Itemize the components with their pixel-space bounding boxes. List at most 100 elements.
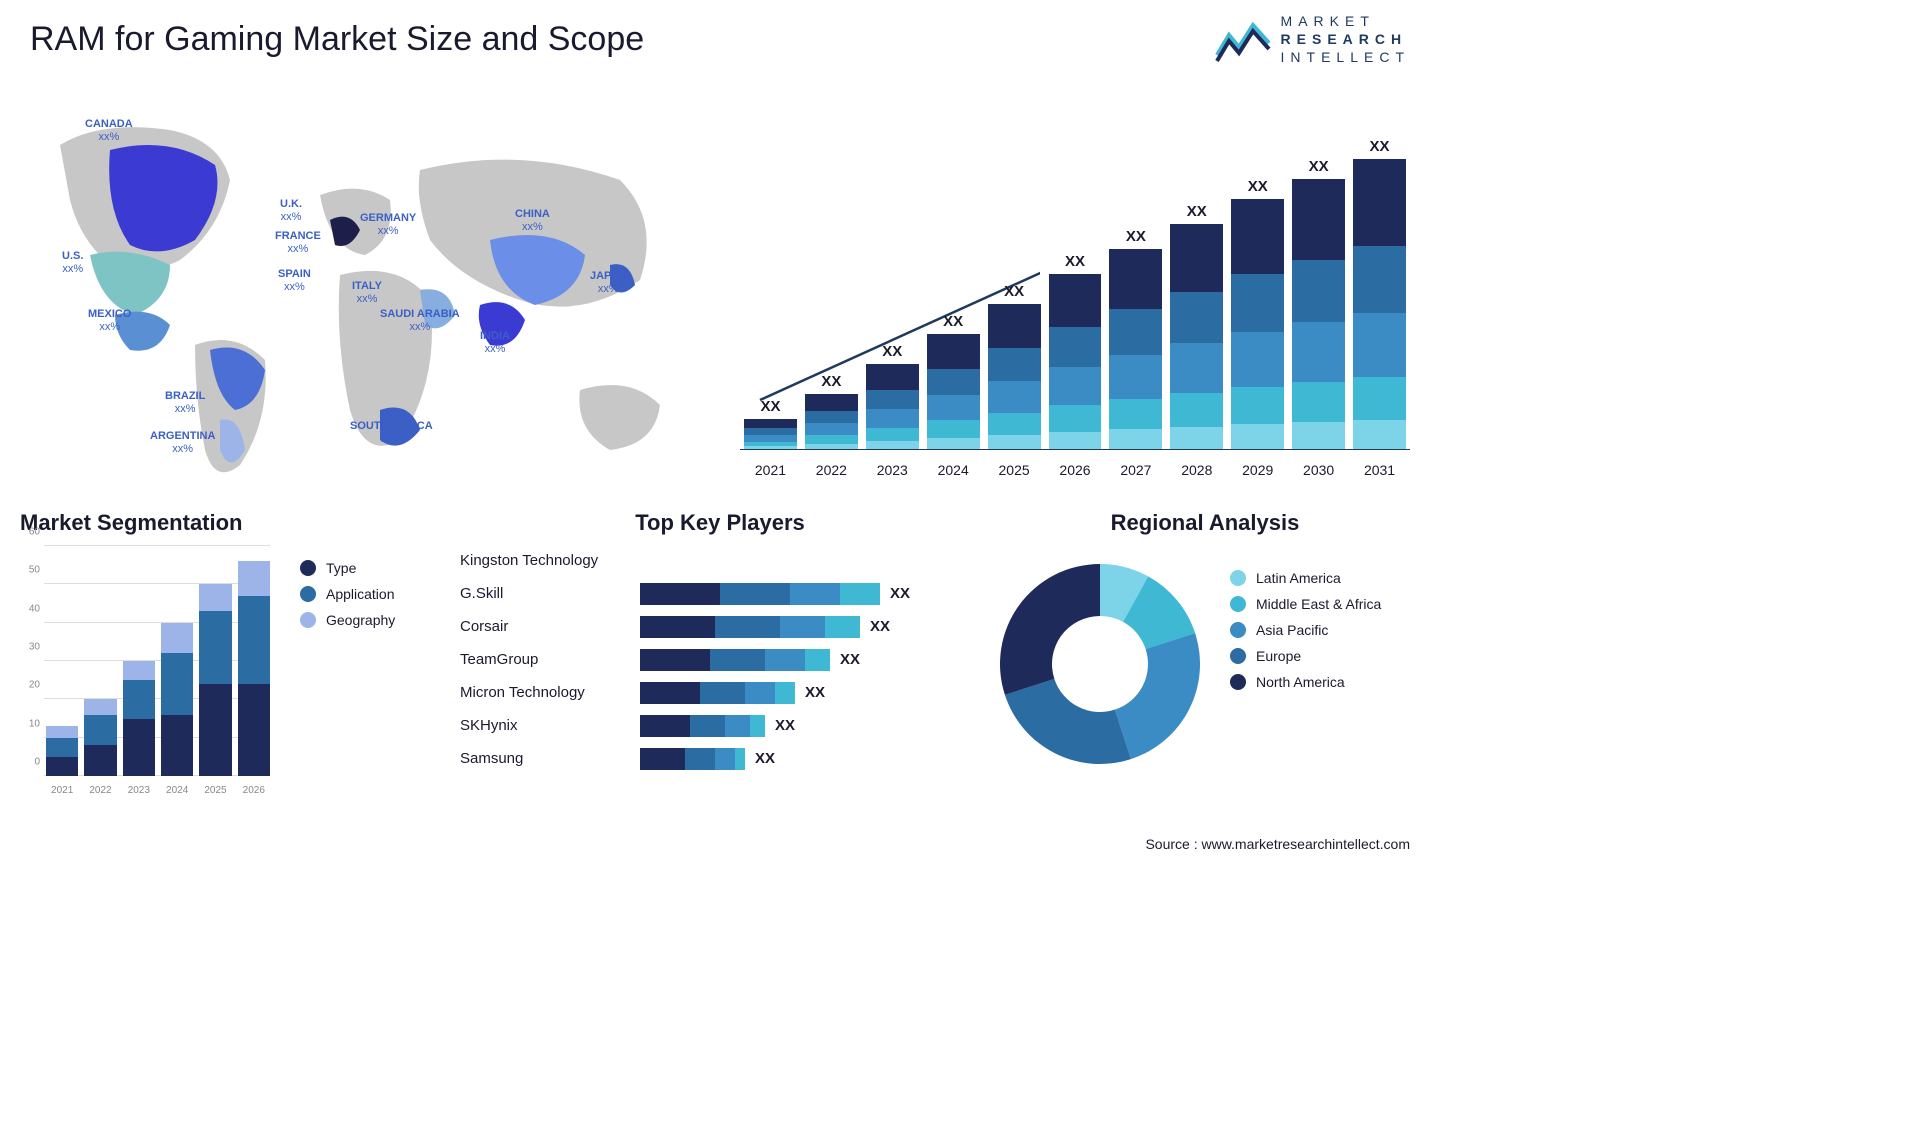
seg-bar-2026 xyxy=(238,561,270,776)
map-label-italy: ITALYxx% xyxy=(352,280,382,306)
x-label: 2021 xyxy=(744,462,797,478)
x-label: 2022 xyxy=(805,462,858,478)
y-tick-label: 0 xyxy=(34,757,40,768)
bar-col-2024: XX xyxy=(927,313,980,449)
world-map: CANADAxx%U.S.xx%MEXICOxx%BRAZILxx%ARGENT… xyxy=(20,90,700,490)
seg-x-label: 2025 xyxy=(199,785,231,796)
logo-icon xyxy=(1215,15,1271,63)
x-label: 2023 xyxy=(866,462,919,478)
player-bar xyxy=(640,649,830,671)
seg-bar-2022 xyxy=(84,699,116,776)
bar-col-2031: XX xyxy=(1353,138,1406,449)
player-row-2: Corsair XX xyxy=(460,612,980,641)
legend-item-type: Type xyxy=(300,560,395,576)
bar-col-2027: XX xyxy=(1109,228,1162,449)
region-legend-asia-pacific: Asia Pacific xyxy=(1230,622,1381,638)
logo-line3: INTELLECT xyxy=(1281,48,1410,66)
y-tick-label: 40 xyxy=(29,603,40,614)
x-label: 2029 xyxy=(1231,462,1284,478)
bar-col-2028: XX xyxy=(1170,203,1223,449)
seg-x-label: 2022 xyxy=(84,785,116,796)
player-bar xyxy=(640,748,745,770)
player-value: XX xyxy=(870,618,890,635)
market-segmentation-section: Market Segmentation 0102030405060 202120… xyxy=(20,510,440,796)
map-label-india: INDIAxx% xyxy=(480,330,510,356)
x-label: 2028 xyxy=(1170,462,1223,478)
seg-x-label: 2024 xyxy=(161,785,193,796)
regional-title: Regional Analysis xyxy=(990,510,1420,536)
seg-bar-2023 xyxy=(123,661,155,776)
player-name: Samsung xyxy=(460,750,640,767)
bar-value-label: XX xyxy=(943,313,963,330)
bar-col-2026: XX xyxy=(1049,253,1102,449)
logo-line2: RESEARCH xyxy=(1281,30,1410,48)
x-label: 2026 xyxy=(1049,462,1102,478)
region-legend-north-america: North America xyxy=(1230,674,1381,690)
player-name: Kingston Technology xyxy=(460,552,640,569)
player-name: SKHynix xyxy=(460,717,640,734)
segmentation-legend: Type Application Geography xyxy=(300,550,395,638)
x-label: 2025 xyxy=(988,462,1041,478)
map-label-south-africa: SOUTH AFRICAxx% xyxy=(350,420,433,446)
bar-col-2029: XX xyxy=(1231,178,1284,449)
bar-col-2030: XX xyxy=(1292,158,1345,449)
bar-value-label: XX xyxy=(882,343,902,360)
seg-x-label: 2021 xyxy=(46,785,78,796)
region-legend-europe: Europe xyxy=(1230,648,1381,664)
player-row-3: TeamGroupXX xyxy=(460,645,980,674)
players-title: Top Key Players xyxy=(460,510,980,536)
bar-value-label: XX xyxy=(1065,253,1085,270)
y-tick-label: 60 xyxy=(29,527,40,538)
logo-line1: MARKET xyxy=(1281,12,1410,30)
legend-item-geography: Geography xyxy=(300,612,395,628)
player-row-5: SKHynix XX xyxy=(460,711,980,740)
bar-value-label: XX xyxy=(760,398,780,415)
segmentation-chart: 0102030405060 202120222023202420252026 xyxy=(20,546,270,796)
player-name: Micron Technology xyxy=(460,684,640,701)
player-name: TeamGroup xyxy=(460,651,640,668)
legend-item-application: Application xyxy=(300,586,395,602)
bar-value-label: XX xyxy=(1004,283,1024,300)
x-label: 2031 xyxy=(1353,462,1406,478)
bar-value-label: XX xyxy=(1248,178,1268,195)
seg-bar-2025 xyxy=(199,584,231,776)
x-label: 2024 xyxy=(927,462,980,478)
map-label-spain: SPAINxx% xyxy=(278,268,311,294)
map-label-canada: CANADAxx% xyxy=(85,118,133,144)
player-bar xyxy=(640,583,880,605)
player-value: XX xyxy=(890,585,910,602)
bar-value-label: XX xyxy=(1187,203,1207,220)
map-label-france: FRANCExx% xyxy=(275,230,321,256)
x-label: 2027 xyxy=(1109,462,1162,478)
region-legend-middle-east-africa: Middle East & Africa xyxy=(1230,596,1381,612)
regional-donut-chart xyxy=(990,554,1210,774)
map-label-saudi-arabia: SAUDI ARABIAxx% xyxy=(380,308,460,334)
player-name: Corsair xyxy=(460,618,640,635)
page-title: RAM for Gaming Market Size and Scope xyxy=(30,20,644,59)
bar-value-label: XX xyxy=(821,373,841,390)
seg-x-label: 2026 xyxy=(238,785,270,796)
player-bar xyxy=(640,616,860,638)
map-label-u-k-: U.K.xx% xyxy=(280,198,302,224)
player-row-1: G.SkillXX xyxy=(460,579,980,608)
brand-logo: MARKET RESEARCH INTELLECT xyxy=(1215,12,1410,67)
player-value: XX xyxy=(775,717,795,734)
map-label-germany: GERMANYxx% xyxy=(360,212,416,238)
seg-x-label: 2023 xyxy=(123,785,155,796)
y-tick-label: 10 xyxy=(29,718,40,729)
map-label-argentina: ARGENTINAxx% xyxy=(150,430,215,456)
player-row-0: Kingston TechnologyXX xyxy=(460,546,980,575)
market-size-bar-chart: XX XX XX XX XX XX XX XX XX XX XX 2021 2022 2023 2024 2… xyxy=(740,100,1410,480)
bar-col-2025: XX xyxy=(988,283,1041,449)
bar-value-label: XX xyxy=(1309,158,1329,175)
map-label-mexico: MEXICOxx% xyxy=(88,308,131,334)
bar-value-label: XX xyxy=(1126,228,1146,245)
regional-analysis-section: Regional Analysis Latin AmericaMiddle Ea… xyxy=(990,510,1420,546)
regional-legend: Latin AmericaMiddle East & AfricaAsia Pa… xyxy=(1230,560,1381,700)
y-tick-label: 30 xyxy=(29,642,40,653)
seg-bar-2024 xyxy=(161,623,193,776)
top-key-players-section: Top Key Players Kingston TechnologyXXG.S… xyxy=(460,510,980,777)
bar-col-2022: XX xyxy=(805,373,858,449)
player-bar xyxy=(640,682,795,704)
y-tick-label: 20 xyxy=(29,680,40,691)
